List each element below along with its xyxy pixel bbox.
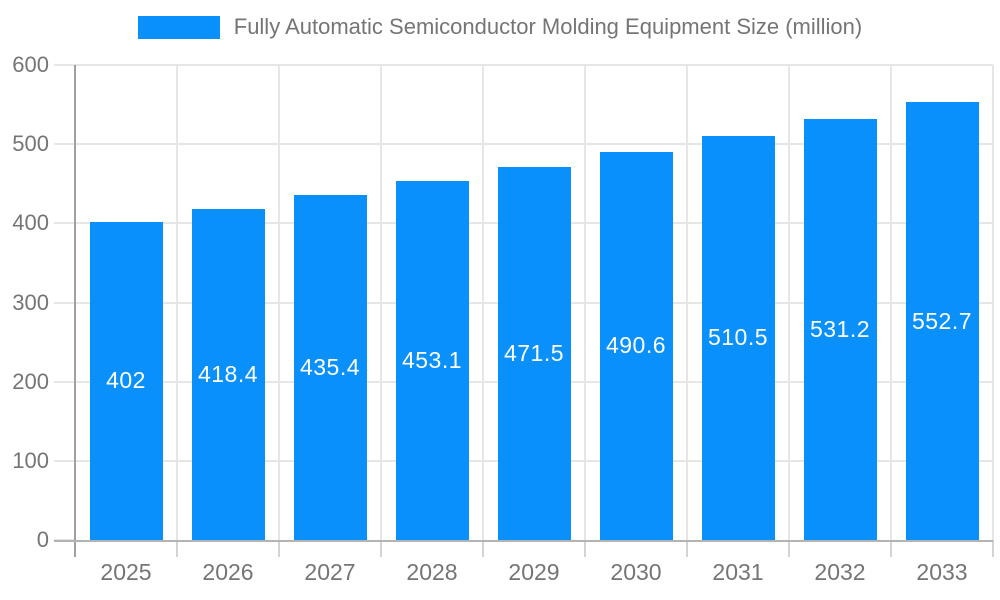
bar[interactable]: 418.4 bbox=[191, 208, 265, 540]
bar-value-label: 510.5 bbox=[707, 324, 769, 351]
x-tick-label: 2030 bbox=[610, 559, 662, 585]
x-tick-label: 2025 bbox=[100, 559, 152, 585]
y-tick bbox=[54, 380, 75, 383]
bar-value-label: 435.4 bbox=[299, 354, 361, 381]
y-gridline bbox=[75, 64, 993, 66]
x-gridline bbox=[176, 65, 178, 540]
bar-value-label: 552.7 bbox=[911, 307, 973, 334]
bar[interactable]: 531.2 bbox=[803, 119, 877, 540]
x-gridline bbox=[380, 65, 382, 540]
y-tick-label: 500 bbox=[12, 131, 49, 157]
x-gridline bbox=[890, 65, 892, 540]
x-tick-label: 2027 bbox=[304, 559, 356, 585]
x-tick-label: 2028 bbox=[406, 559, 458, 585]
x-tick bbox=[278, 540, 280, 557]
x-tick bbox=[686, 540, 688, 557]
bar[interactable]: 510.5 bbox=[701, 135, 775, 540]
x-tick-label: 2026 bbox=[202, 559, 254, 585]
bar-value-label: 471.5 bbox=[503, 339, 565, 366]
bar[interactable]: 402 bbox=[89, 221, 163, 540]
x-gridline bbox=[278, 65, 280, 540]
bar[interactable]: 490.6 bbox=[599, 151, 673, 540]
y-tick-label: 100 bbox=[12, 447, 49, 473]
y-tick bbox=[54, 222, 75, 225]
legend-swatch bbox=[137, 15, 220, 39]
y-tick bbox=[54, 143, 75, 146]
x-tick-label: 2033 bbox=[916, 559, 968, 585]
x-tick bbox=[380, 540, 382, 557]
x-axis-line bbox=[54, 540, 993, 542]
y-gridline bbox=[75, 143, 993, 146]
x-tick bbox=[890, 540, 892, 557]
bar-value-label: 453.1 bbox=[401, 347, 463, 374]
legend-label: Fully Automatic Semiconductor Molding Eq… bbox=[233, 14, 863, 39]
y-tick-label: 300 bbox=[12, 289, 49, 315]
y-tick bbox=[54, 301, 75, 304]
x-tick bbox=[788, 540, 790, 557]
y-tick-label: 200 bbox=[12, 368, 49, 394]
y-tick bbox=[54, 459, 75, 462]
x-gridline bbox=[686, 65, 688, 540]
y-tick-label: 600 bbox=[12, 52, 49, 77]
x-tick-label: 2031 bbox=[712, 559, 764, 585]
x-gridline bbox=[482, 65, 484, 540]
y-tick-label: 0 bbox=[36, 527, 49, 552]
y-tick-label: 400 bbox=[12, 210, 49, 236]
x-tick-label: 2032 bbox=[814, 559, 866, 585]
x-gridline bbox=[992, 65, 994, 540]
x-tick bbox=[482, 540, 484, 557]
x-tick bbox=[176, 540, 178, 557]
bar-value-label: 402 bbox=[106, 367, 146, 394]
bar[interactable]: 453.1 bbox=[395, 181, 469, 540]
x-gridline bbox=[584, 65, 586, 540]
bar[interactable]: 552.7 bbox=[905, 102, 979, 540]
bar-value-label: 418.4 bbox=[197, 360, 259, 387]
bar[interactable]: 471.5 bbox=[497, 166, 571, 540]
bar-value-label: 531.2 bbox=[809, 316, 871, 343]
bar-value-label: 490.6 bbox=[605, 332, 667, 359]
y-axis-line bbox=[74, 65, 76, 557]
y-tick bbox=[54, 64, 75, 66]
x-tick bbox=[992, 540, 994, 557]
x-tick bbox=[584, 540, 586, 557]
bar[interactable]: 435.4 bbox=[293, 195, 367, 540]
legend[interactable]: Fully Automatic Semiconductor Molding Eq… bbox=[0, 14, 1000, 40]
x-gridline bbox=[788, 65, 790, 540]
x-tick-label: 2029 bbox=[508, 559, 560, 585]
